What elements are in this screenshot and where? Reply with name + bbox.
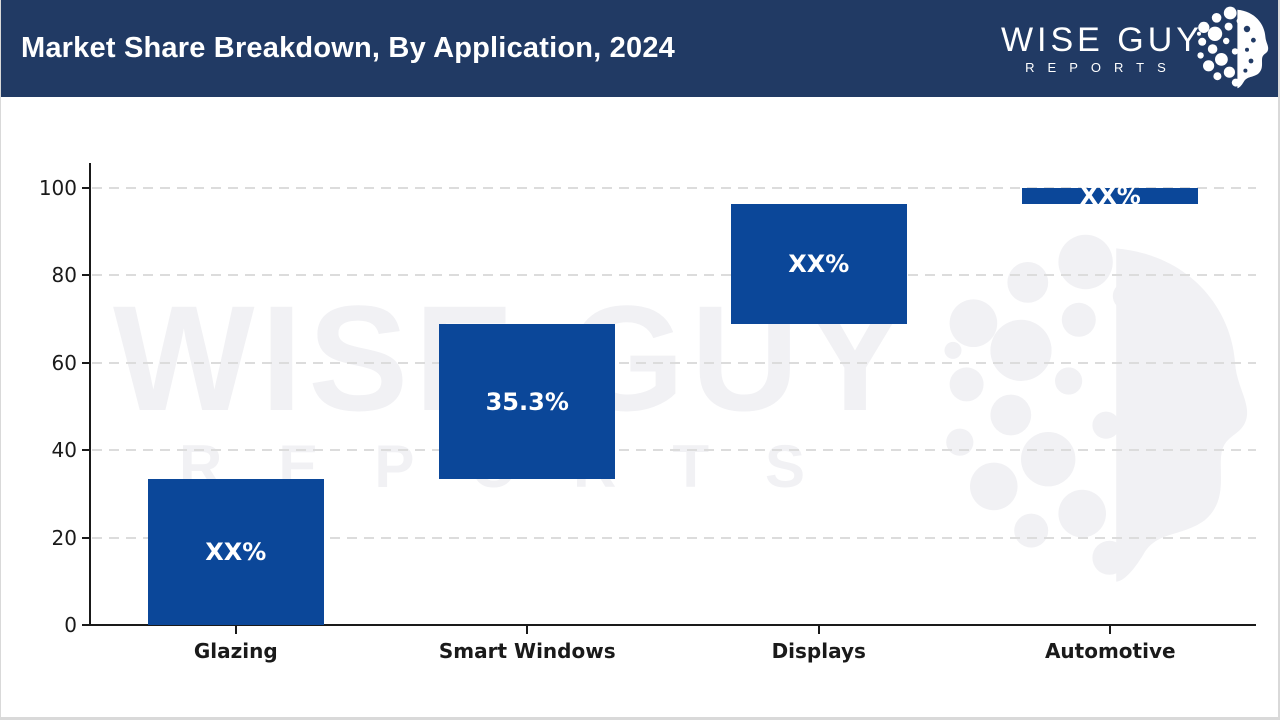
x-tick-mark <box>817 626 820 634</box>
bar-displays: XX% <box>730 203 907 325</box>
y-tick-mark <box>82 361 90 364</box>
bar-value-label: XX% <box>205 537 267 566</box>
gridline <box>92 361 1256 364</box>
logo-text: WISE GUY REPORTS <box>1000 20 1203 76</box>
header-bar: Market Share Breakdown, By Application, … <box>1 0 1278 97</box>
wise-guy-reports-logo: WISE GUY REPORTS <box>1001 4 1273 94</box>
x-axis-line <box>89 624 1256 626</box>
gridline <box>92 274 1256 276</box>
y-axis-line <box>89 163 91 626</box>
x-tick-mark <box>234 626 237 634</box>
y-tick-label: 100 <box>38 175 77 200</box>
y-tick-mark <box>82 274 90 276</box>
bar-value-label: XX% <box>788 250 850 279</box>
x-category-label: Smart Windows <box>438 639 616 663</box>
y-tick-label: 20 <box>51 525 77 550</box>
logo-head-icon <box>1197 6 1269 89</box>
y-tick-label: 40 <box>51 438 77 462</box>
bar-smart-windows: 35.3% <box>439 324 616 479</box>
y-tick-mark <box>82 449 90 451</box>
y-tick-label: 80 <box>51 263 77 287</box>
logo-wordmark: WISE GUY <box>1000 20 1203 59</box>
x-category-label: Glazing <box>193 639 278 663</box>
bar-glazing: XX% <box>147 478 324 625</box>
gridline <box>92 449 1256 451</box>
gridline <box>92 536 1256 539</box>
y-tick-mark <box>82 624 90 626</box>
x-tick-mark <box>1109 626 1112 634</box>
logo-subtitle: REPORTS <box>1025 60 1179 76</box>
bar-value-label: 35.3% <box>485 387 569 416</box>
x-category-label: Displays <box>771 639 866 663</box>
gridline <box>92 186 1256 189</box>
chart-title: Market Share Breakdown, By Application, … <box>21 32 675 64</box>
y-tick-label: 60 <box>51 350 77 375</box>
x-tick-mark <box>526 626 529 634</box>
bar-value-label: XX% <box>1079 181 1141 210</box>
x-category-label: Automotive <box>1044 639 1176 663</box>
y-tick-mark <box>82 186 90 189</box>
y-tick-label: 0 <box>64 613 77 637</box>
bar-automotive: XX% <box>1022 184 1199 208</box>
y-tick-mark <box>82 536 90 539</box>
